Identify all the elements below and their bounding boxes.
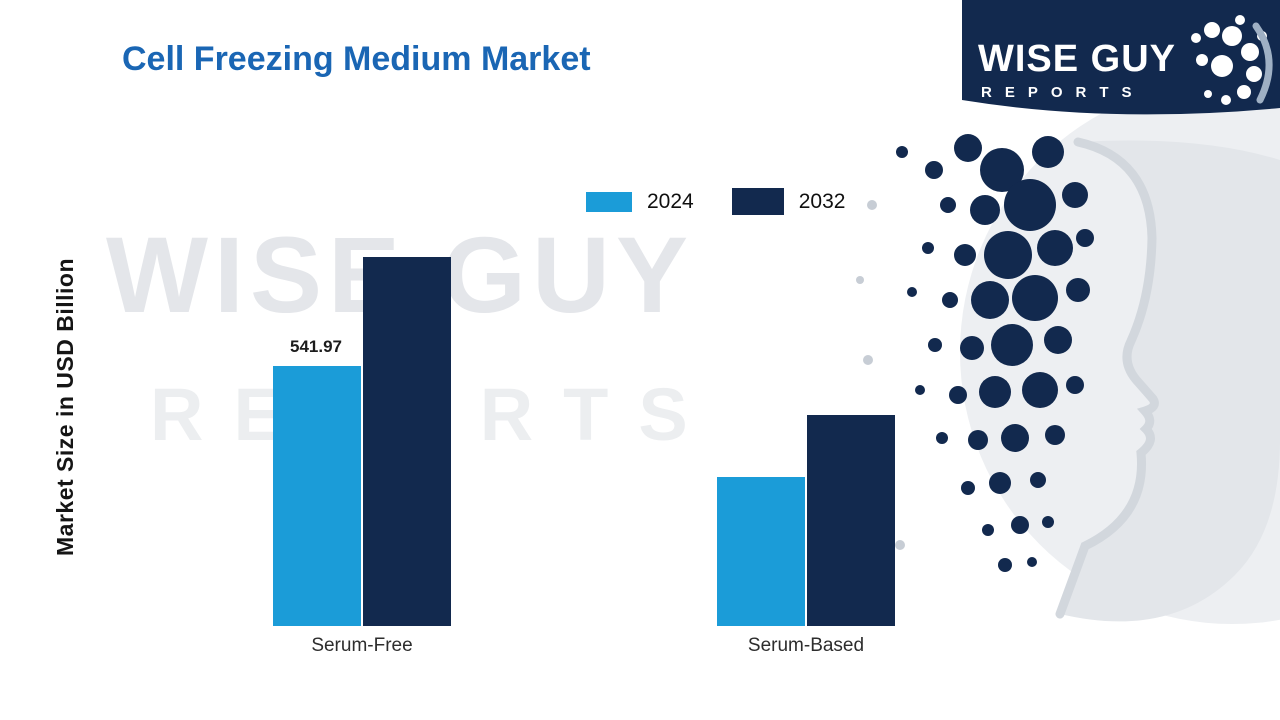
brand-name: WISE GUY	[978, 38, 1177, 80]
bar-serum-based-2032	[807, 415, 895, 626]
face-profile-line	[1055, 137, 1159, 619]
category-label-serum-based: Serum-Based	[747, 635, 865, 656]
bar-serum-free-2024	[273, 366, 361, 626]
face-profile-shading	[1060, 140, 1280, 622]
page-title: Cell Freezing Medium Market	[122, 40, 591, 78]
bar-group-serum-free: 541.97 Serum-Free	[272, 257, 452, 659]
value-label: 541.97	[290, 337, 342, 356]
category-label-serum-free: Serum-Free	[311, 635, 413, 656]
bars-serum-free: 541.97	[272, 257, 452, 626]
bar-group-serum-based: Serum-Based	[716, 415, 896, 659]
bar-serum-free-2032	[363, 257, 451, 626]
dots-pattern	[896, 134, 1094, 572]
legend-label-2024: 2024	[647, 189, 694, 213]
chart-legend: 2024 2032	[586, 188, 845, 215]
bar-serum-based-2024	[717, 477, 805, 626]
wiseguy-head-icon	[1191, 15, 1267, 105]
legend-item-2032: 2032	[731, 188, 846, 215]
legend-swatch-2032	[731, 188, 784, 215]
brand-subtitle: REPORTS	[981, 84, 1145, 101]
wiseguy-head-profile-line	[1252, 22, 1273, 104]
legend-swatch-2024	[586, 191, 632, 212]
legend-item-2024: 2024	[586, 190, 694, 214]
bars-serum-based	[716, 415, 896, 626]
y-axis-label: Market Size in USD Billion	[52, 258, 78, 556]
decor-circle	[960, 80, 1280, 624]
brand-logo: WISE GUY REPORTS	[978, 40, 1176, 101]
legend-label-2032: 2032	[798, 189, 846, 213]
